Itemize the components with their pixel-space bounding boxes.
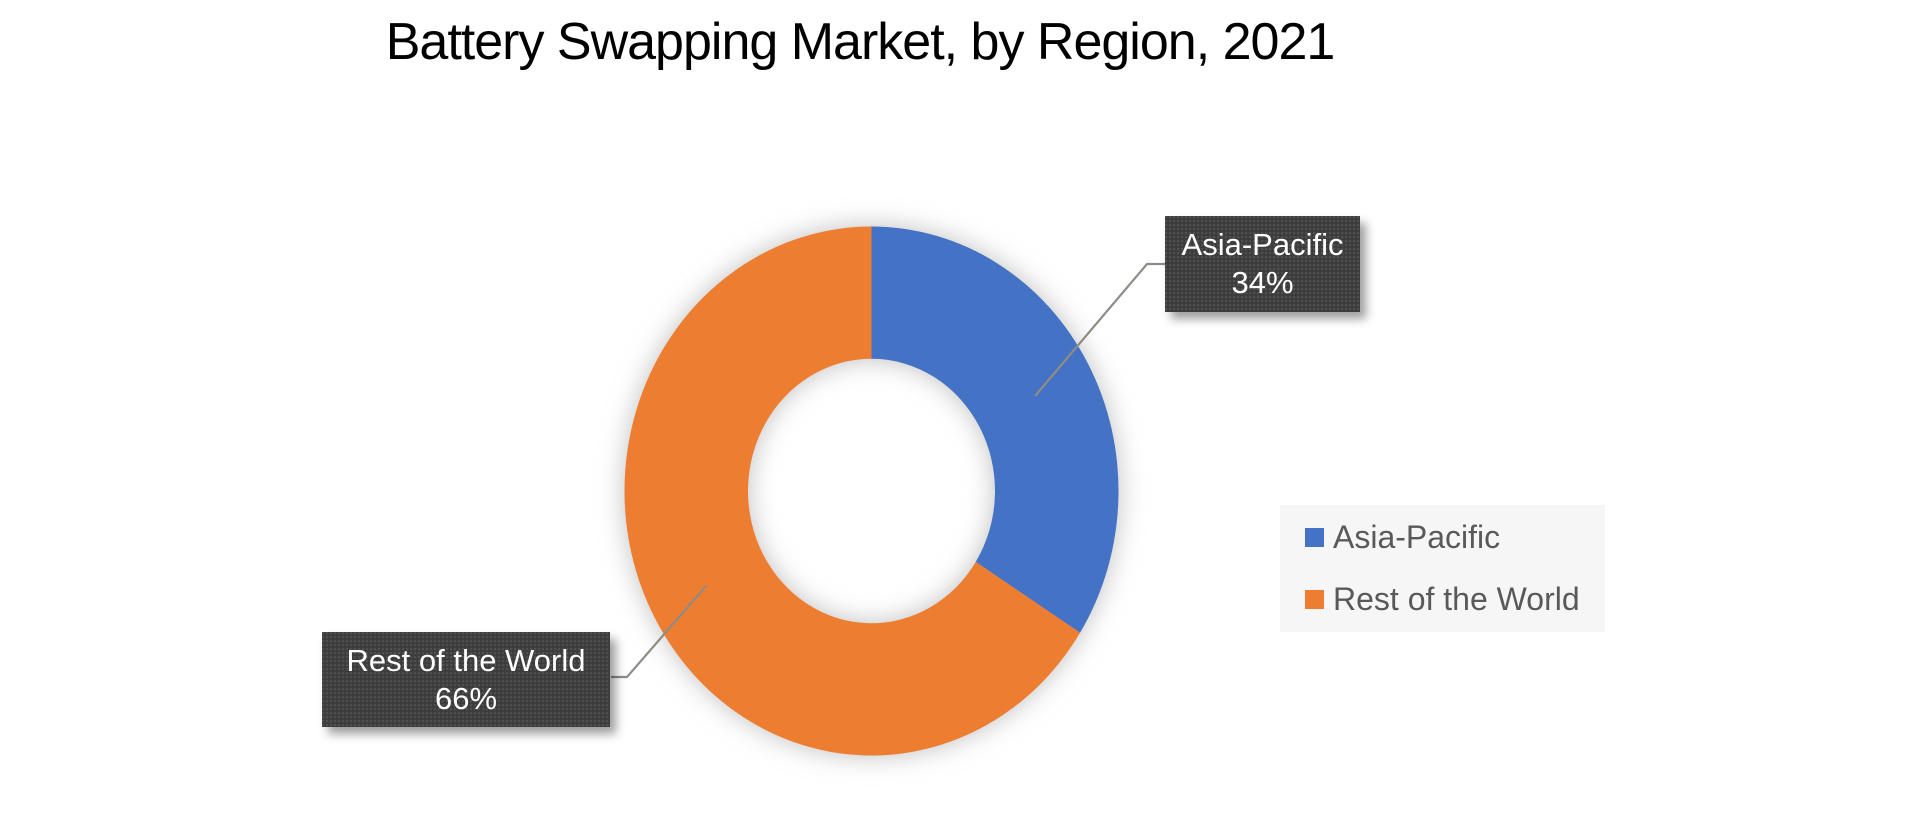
callout-asia-pacific-value: 34% [1231,265,1294,300]
legend: Asia-Pacific Rest of the World [1280,505,1605,632]
legend-swatch-rest-of-world [1305,590,1324,609]
leader-line-rest-of-world [611,585,707,679]
chart-title: Battery Swapping Market, by Region, 2021 [385,13,1336,71]
callout-rest-of-world: Rest of the World 66% [322,632,610,727]
callout-rest-of-world-label: Rest of the World [346,642,586,678]
callout-asia-pacific: Asia-Pacific 34% [1165,216,1360,312]
donut-slices [624,226,1119,756]
legend-item-asia-pacific: Asia-Pacific [1305,519,1605,557]
legend-label-rest-of-world: Rest of the World [1333,581,1580,617]
slice-asia-pacific [871,226,1119,633]
leader-line-asia-pacific [1034,262,1165,397]
legend-item-rest-of-world: Rest of the World [1305,581,1605,619]
callout-rest-of-world-value: 66% [434,680,498,716]
legend-swatch-asia-pacific [1305,528,1324,547]
callout-asia-pacific-label: Asia-Pacific [1181,227,1344,262]
legend-label-asia-pacific: Asia-Pacific [1333,519,1501,555]
slice-rest-of-the-world [624,226,1081,756]
